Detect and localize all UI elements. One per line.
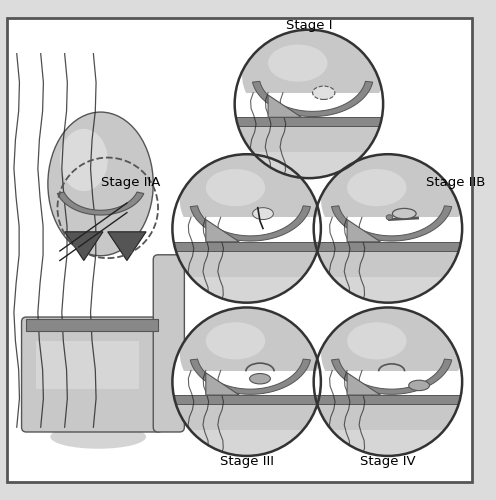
FancyBboxPatch shape <box>173 249 321 302</box>
Polygon shape <box>331 206 452 241</box>
Polygon shape <box>268 95 302 118</box>
FancyBboxPatch shape <box>12 25 191 456</box>
FancyBboxPatch shape <box>173 242 321 250</box>
Polygon shape <box>252 82 372 116</box>
Text: Stage IIA: Stage IIA <box>101 176 160 190</box>
Circle shape <box>313 154 462 302</box>
Polygon shape <box>347 373 380 395</box>
Polygon shape <box>64 232 103 260</box>
Polygon shape <box>190 206 310 241</box>
FancyBboxPatch shape <box>313 370 462 396</box>
Ellipse shape <box>268 44 327 82</box>
Ellipse shape <box>206 322 265 360</box>
Text: Stage III: Stage III <box>220 455 274 468</box>
Ellipse shape <box>252 208 273 220</box>
FancyBboxPatch shape <box>173 395 321 404</box>
Ellipse shape <box>392 208 416 219</box>
FancyBboxPatch shape <box>26 320 158 332</box>
FancyBboxPatch shape <box>313 249 462 302</box>
Polygon shape <box>331 359 452 394</box>
FancyBboxPatch shape <box>313 395 462 404</box>
Polygon shape <box>58 192 144 215</box>
FancyBboxPatch shape <box>242 152 375 178</box>
FancyBboxPatch shape <box>36 341 139 389</box>
Ellipse shape <box>386 214 393 220</box>
Ellipse shape <box>312 86 335 100</box>
FancyBboxPatch shape <box>313 402 462 456</box>
FancyBboxPatch shape <box>7 18 472 482</box>
Ellipse shape <box>48 112 153 256</box>
FancyBboxPatch shape <box>235 118 383 126</box>
Circle shape <box>235 30 383 178</box>
Ellipse shape <box>321 148 462 252</box>
Ellipse shape <box>347 322 407 360</box>
Ellipse shape <box>180 302 321 406</box>
Text: Stage IV: Stage IV <box>360 455 416 468</box>
Ellipse shape <box>242 24 383 128</box>
Ellipse shape <box>60 129 108 191</box>
Text: Stage IIB: Stage IIB <box>426 176 486 190</box>
FancyBboxPatch shape <box>180 276 313 302</box>
Ellipse shape <box>249 374 270 384</box>
FancyBboxPatch shape <box>321 430 455 456</box>
FancyBboxPatch shape <box>21 317 163 432</box>
Ellipse shape <box>347 169 407 206</box>
FancyBboxPatch shape <box>313 242 462 250</box>
Circle shape <box>173 308 321 456</box>
Polygon shape <box>206 220 239 242</box>
FancyBboxPatch shape <box>235 124 383 178</box>
Polygon shape <box>206 373 239 395</box>
Circle shape <box>173 154 321 302</box>
Circle shape <box>313 308 462 456</box>
FancyBboxPatch shape <box>313 218 462 244</box>
Ellipse shape <box>206 169 265 206</box>
Text: Stage I: Stage I <box>286 20 332 32</box>
FancyBboxPatch shape <box>173 218 321 244</box>
Ellipse shape <box>409 380 430 390</box>
FancyBboxPatch shape <box>173 402 321 456</box>
FancyBboxPatch shape <box>153 255 185 432</box>
FancyBboxPatch shape <box>235 93 383 119</box>
Ellipse shape <box>50 425 146 448</box>
FancyBboxPatch shape <box>173 370 321 396</box>
FancyBboxPatch shape <box>180 430 313 456</box>
FancyBboxPatch shape <box>321 276 455 302</box>
Polygon shape <box>190 359 310 394</box>
Polygon shape <box>347 220 380 242</box>
Polygon shape <box>108 232 146 260</box>
Ellipse shape <box>180 148 321 252</box>
Ellipse shape <box>321 302 462 406</box>
